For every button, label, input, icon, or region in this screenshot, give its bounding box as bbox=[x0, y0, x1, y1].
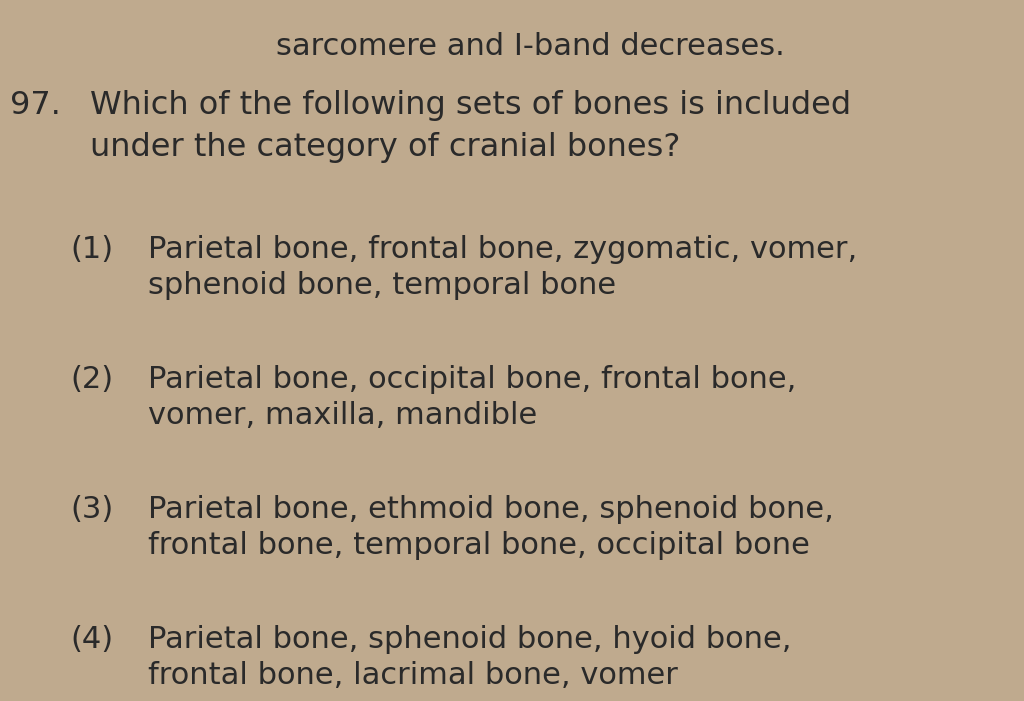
Text: Which of the following sets of bones is included: Which of the following sets of bones is … bbox=[90, 90, 851, 121]
Text: frontal bone, temporal bone, occipital bone: frontal bone, temporal bone, occipital b… bbox=[148, 531, 810, 560]
Text: vomer, maxilla, mandible: vomer, maxilla, mandible bbox=[148, 401, 538, 430]
Text: Parietal bone, frontal bone, zygomatic, vomer,: Parietal bone, frontal bone, zygomatic, … bbox=[148, 235, 857, 264]
Text: under the category of cranial bones?: under the category of cranial bones? bbox=[90, 132, 680, 163]
Text: Parietal bone, sphenoid bone, hyoid bone,: Parietal bone, sphenoid bone, hyoid bone… bbox=[148, 625, 792, 654]
Text: Parietal bone, occipital bone, frontal bone,: Parietal bone, occipital bone, frontal b… bbox=[148, 365, 797, 394]
Text: (3): (3) bbox=[70, 495, 114, 524]
Text: (2): (2) bbox=[70, 365, 113, 394]
Text: (1): (1) bbox=[70, 235, 113, 264]
Text: Parietal bone, ethmoid bone, sphenoid bone,: Parietal bone, ethmoid bone, sphenoid bo… bbox=[148, 495, 834, 524]
Text: sarcomere and I-band decreases.: sarcomere and I-band decreases. bbox=[275, 32, 784, 61]
Text: (4): (4) bbox=[70, 625, 113, 654]
Text: sphenoid bone, temporal bone: sphenoid bone, temporal bone bbox=[148, 271, 616, 300]
Text: frontal bone, lacrimal bone, vomer: frontal bone, lacrimal bone, vomer bbox=[148, 661, 678, 690]
Text: 97.: 97. bbox=[10, 90, 60, 121]
